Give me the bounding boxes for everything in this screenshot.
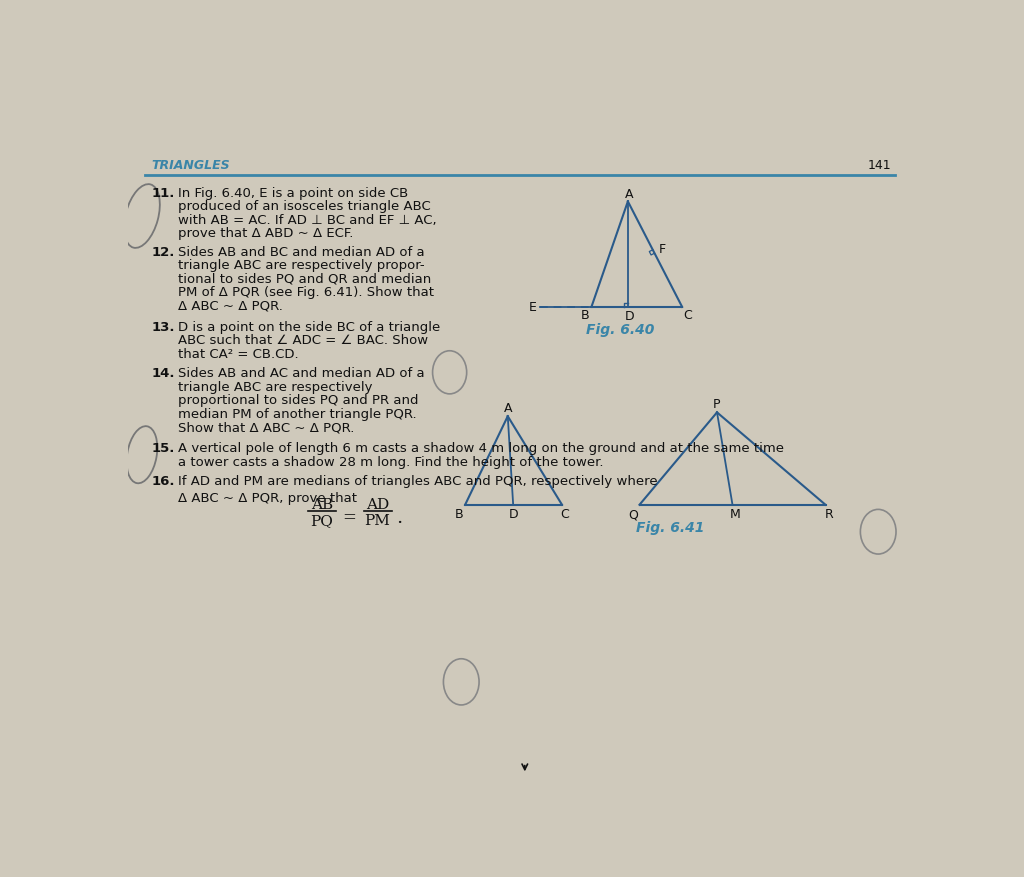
Text: =: = [342,509,355,525]
Text: triangle ABC are respectively propor-: triangle ABC are respectively propor- [178,259,425,272]
Text: Sides AB and BC and median AD of a: Sides AB and BC and median AD of a [178,246,425,258]
Text: AB: AB [310,497,333,511]
Text: A vertical pole of length 6 m casts a shadow 4 m long on the ground and at the s: A vertical pole of length 6 m casts a sh… [178,442,784,454]
Text: A: A [626,188,634,201]
Text: 13.: 13. [152,320,175,333]
Text: Show that Δ ABC ~ Δ PQR.: Show that Δ ABC ~ Δ PQR. [178,421,354,433]
Text: produced of an isosceles triangle ABC: produced of an isosceles triangle ABC [178,200,431,213]
Text: 12.: 12. [152,246,175,258]
Text: triangle ABC are respectively: triangle ABC are respectively [178,381,373,393]
Text: a tower casts a shadow 28 m long. Find the height of the tower.: a tower casts a shadow 28 m long. Find t… [178,455,604,468]
Text: TRIANGLES: TRIANGLES [152,159,229,172]
Text: median PM of another triangle PQR.: median PM of another triangle PQR. [178,407,417,420]
Text: Sides AB and AC and median AD of a: Sides AB and AC and median AD of a [178,367,425,380]
Text: PM: PM [365,513,390,527]
Text: prove that Δ ABD ~ Δ ECF.: prove that Δ ABD ~ Δ ECF. [178,227,353,240]
Text: M: M [729,508,740,520]
Text: F: F [659,242,666,255]
Text: .: . [396,508,402,526]
Text: 15.: 15. [152,442,175,454]
Text: 14.: 14. [152,367,175,380]
Text: with AB = AC. If AD ⊥ BC and EF ⊥ AC,: with AB = AC. If AD ⊥ BC and EF ⊥ AC, [178,214,437,226]
Text: E: E [528,301,537,314]
Text: Q: Q [629,508,638,520]
Text: Fig. 6.41: Fig. 6.41 [636,521,705,535]
Text: proportional to sides PQ and PR and: proportional to sides PQ and PR and [178,394,419,407]
Text: AD: AD [366,497,389,511]
Text: If AD and PM are medians of triangles ABC and PQR, respectively where: If AD and PM are medians of triangles AB… [178,474,658,488]
Text: Δ ABC ~ Δ PQR, prove that: Δ ABC ~ Δ PQR, prove that [178,491,357,504]
Text: 16.: 16. [152,474,175,488]
Text: PM of Δ PQR (see Fig. 6.41). Show that: PM of Δ PQR (see Fig. 6.41). Show that [178,286,434,298]
Text: tional to sides PQ and QR and median: tional to sides PQ and QR and median [178,272,432,285]
Text: In Fig. 6.40, E is a point on side CB: In Fig. 6.40, E is a point on side CB [178,187,409,200]
Text: C: C [683,309,692,322]
Text: B: B [581,309,590,322]
Text: that CA² = CB.CD.: that CA² = CB.CD. [178,347,299,360]
Text: 11.: 11. [152,187,175,200]
Text: D: D [508,508,518,520]
Text: C: C [561,508,569,520]
Text: 141: 141 [867,159,891,172]
Text: D is a point on the side BC of a triangle: D is a point on the side BC of a triangl… [178,320,440,333]
Text: B: B [455,508,463,520]
Text: Δ ABC ~ Δ PQR.: Δ ABC ~ Δ PQR. [178,299,284,312]
Text: PQ: PQ [310,513,333,527]
Text: D: D [625,310,634,323]
Text: A: A [504,402,512,415]
Text: R: R [825,508,834,520]
Text: Fig. 6.40: Fig. 6.40 [586,323,654,337]
Text: P: P [714,397,721,410]
Text: ABC such that ∠ ADC = ∠ BAC. Show: ABC such that ∠ ADC = ∠ BAC. Show [178,333,428,346]
